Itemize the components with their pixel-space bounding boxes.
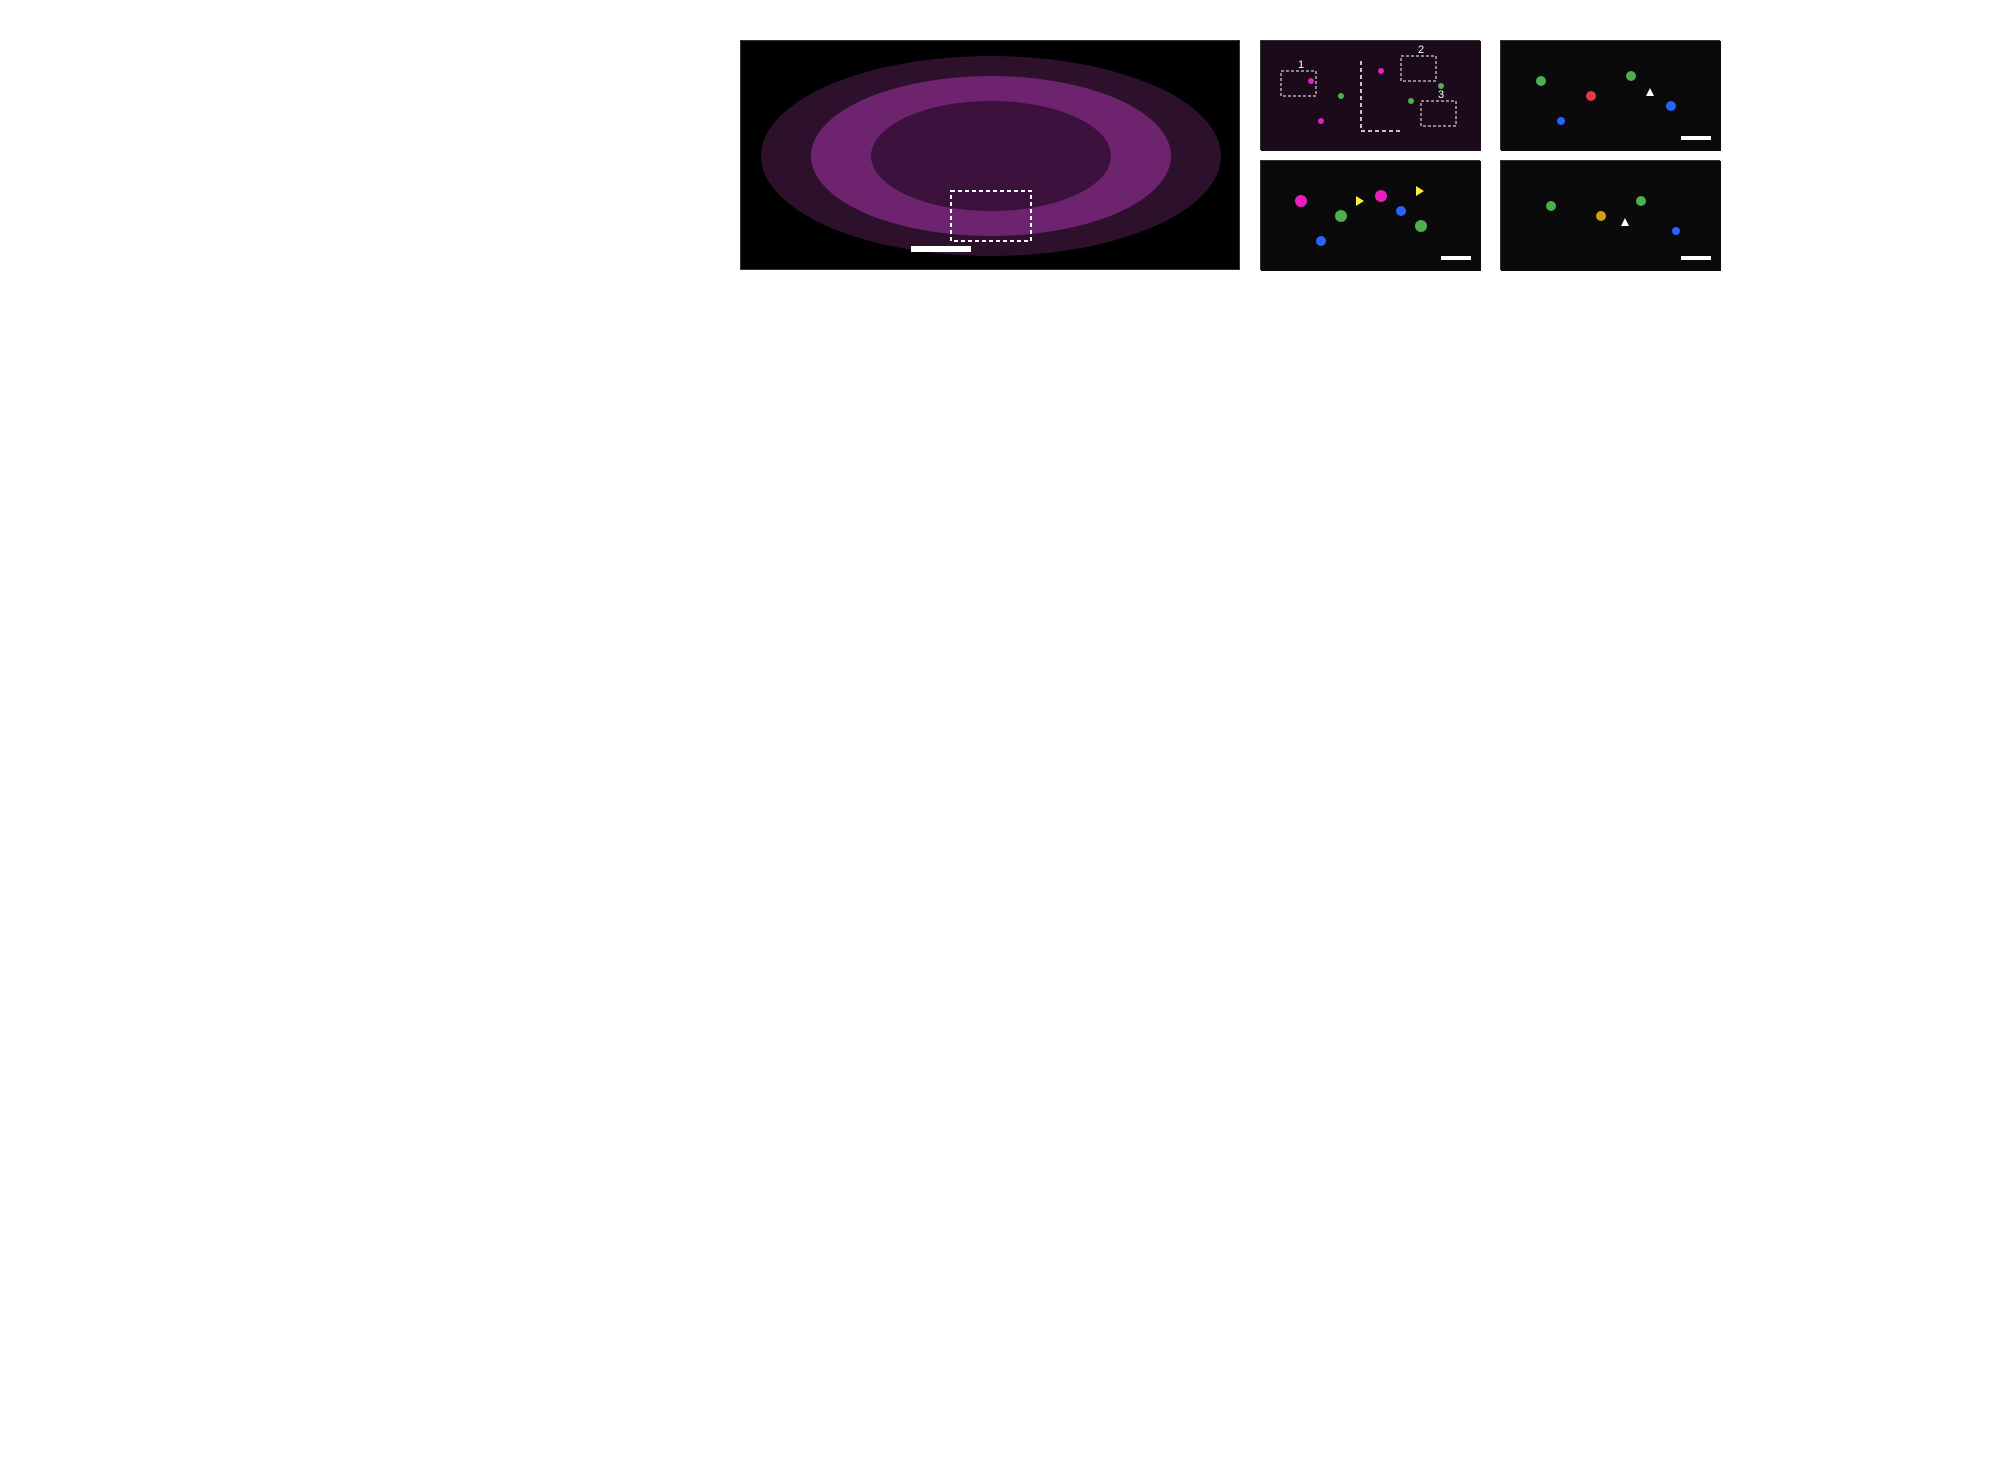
merged-image: [740, 40, 1240, 270]
human-line-chart: [1335, 665, 1655, 955]
panel-k-humanline: [1330, 660, 1660, 960]
panel-j-ihc: [740, 660, 1300, 960]
mouse-line-chart: [395, 665, 715, 955]
enlarged-image: 1 2 3: [1260, 40, 1480, 150]
sub2-image: [1500, 40, 1720, 150]
dot-plot: [25, 345, 375, 625]
panel-f-barchart: [840, 330, 1130, 630]
panel-a-volcano: [20, 10, 370, 300]
svg-text:1: 1: [1298, 59, 1304, 71]
umap-plot: [410, 25, 720, 295]
bar-chart: [850, 335, 1130, 625]
blot: [1165, 335, 1555, 625]
brain-merged-svg: [741, 41, 1241, 271]
panel-h-structure: [20, 660, 370, 960]
panel-e-timecourse: [400, 330, 820, 630]
sub3-image: [1500, 160, 1720, 270]
volcano-plot: [60, 40, 360, 290]
panel-g-westernblot: [1160, 330, 1560, 630]
protein-structure: [25, 675, 365, 955]
svg-text:3: 3: [1438, 89, 1444, 101]
panel-d-micrograph: 1 2 3: [740, 10, 1980, 310]
panel-b-umap: [390, 10, 720, 300]
panel-c-dotplot: [20, 330, 380, 630]
sub1-image: [1260, 160, 1480, 270]
svg-text:2: 2: [1418, 44, 1424, 56]
panel-i-mouseline: [390, 660, 720, 960]
